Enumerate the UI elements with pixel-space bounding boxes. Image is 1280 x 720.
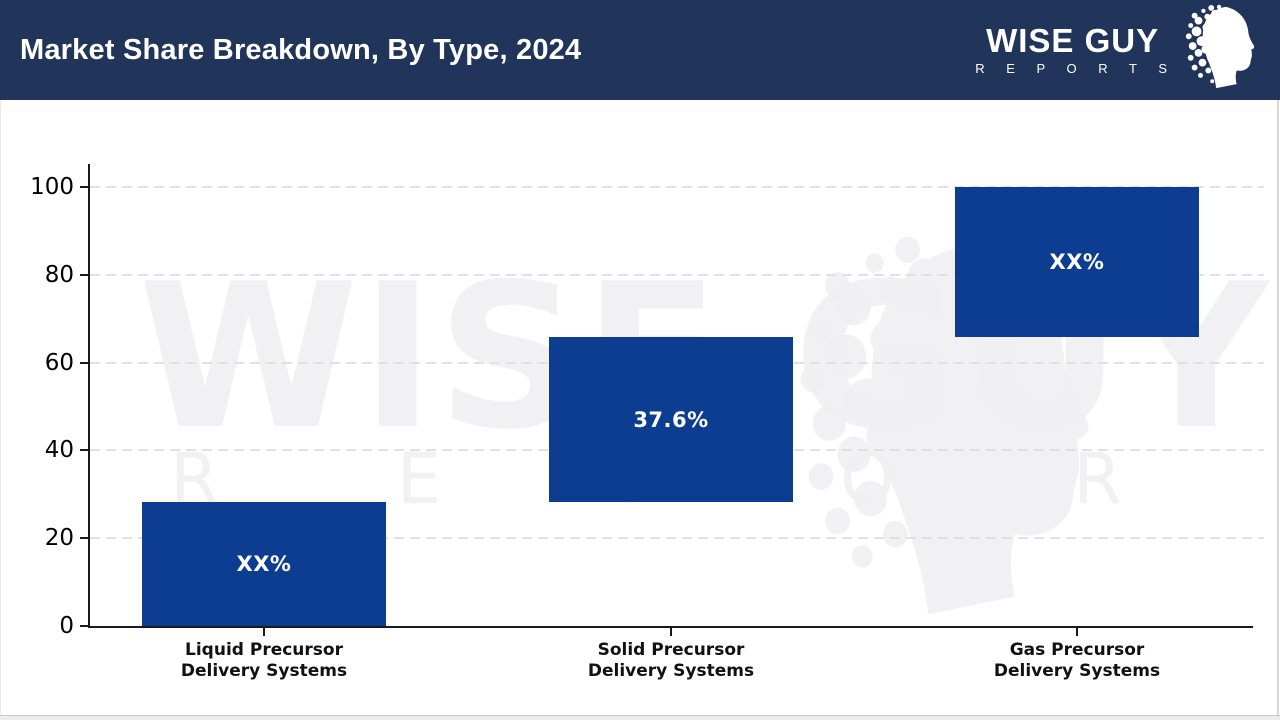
bar: XX% [955, 187, 1199, 338]
x-category-label: Liquid Precursor Delivery Systems [180, 640, 348, 682]
bottom-border-strip [0, 716, 1280, 720]
bar-value-label: 37.6% [633, 407, 709, 432]
x-category-label: Solid Precursor Delivery Systems [587, 640, 755, 682]
brand-logo-text: WISE GUY R E P O R T S [969, 24, 1176, 76]
page-title: Market Share Breakdown, By Type, 2024 [20, 33, 582, 66]
watermark-face-icon [788, 232, 1118, 636]
header-bar: Market Share Breakdown, By Type, 2024 WI… [0, 0, 1280, 100]
x-axis-line [88, 626, 1253, 628]
grid-line [90, 186, 1264, 188]
y-axis-line [88, 164, 90, 628]
left-border [0, 100, 1, 720]
y-tick-label: 20 [44, 525, 74, 552]
brand-name: WISE GUY [986, 22, 1160, 60]
y-tick [80, 186, 88, 188]
bottom-border-line [0, 715, 1280, 716]
face-profile-logo-icon [1182, 4, 1262, 96]
x-tick [263, 628, 265, 636]
y-tick-label: 100 [30, 174, 74, 200]
bar: XX% [142, 502, 386, 626]
y-tick-label: 40 [44, 437, 74, 464]
y-tick [80, 273, 88, 276]
brand-logo: WISE GUY R E P O R T S [969, 4, 1262, 96]
x-tick [670, 628, 672, 636]
y-tick [80, 625, 88, 627]
y-tick [80, 449, 88, 452]
y-tick-label: 0 [59, 613, 74, 639]
y-tick [80, 537, 88, 540]
bar: 37.6% [549, 337, 793, 503]
x-category-label: Gas Precursor Delivery Systems [993, 640, 1161, 682]
right-border [1277, 100, 1279, 720]
bar-value-label: XX% [1049, 250, 1105, 275]
plot-area: 0 20 40 60 80 100 XX% Liquid Precursor Delivery… [0, 100, 1280, 720]
bar-value-label: XX% [236, 552, 292, 577]
y-tick-label: 80 [44, 261, 74, 288]
y-tick-label: 60 [44, 349, 74, 376]
grid-line [90, 273, 1264, 276]
y-tick [80, 361, 88, 364]
brand-subtitle: R E P O R T S [975, 60, 1176, 76]
x-tick [1076, 628, 1078, 636]
grid-line [90, 537, 1264, 540]
